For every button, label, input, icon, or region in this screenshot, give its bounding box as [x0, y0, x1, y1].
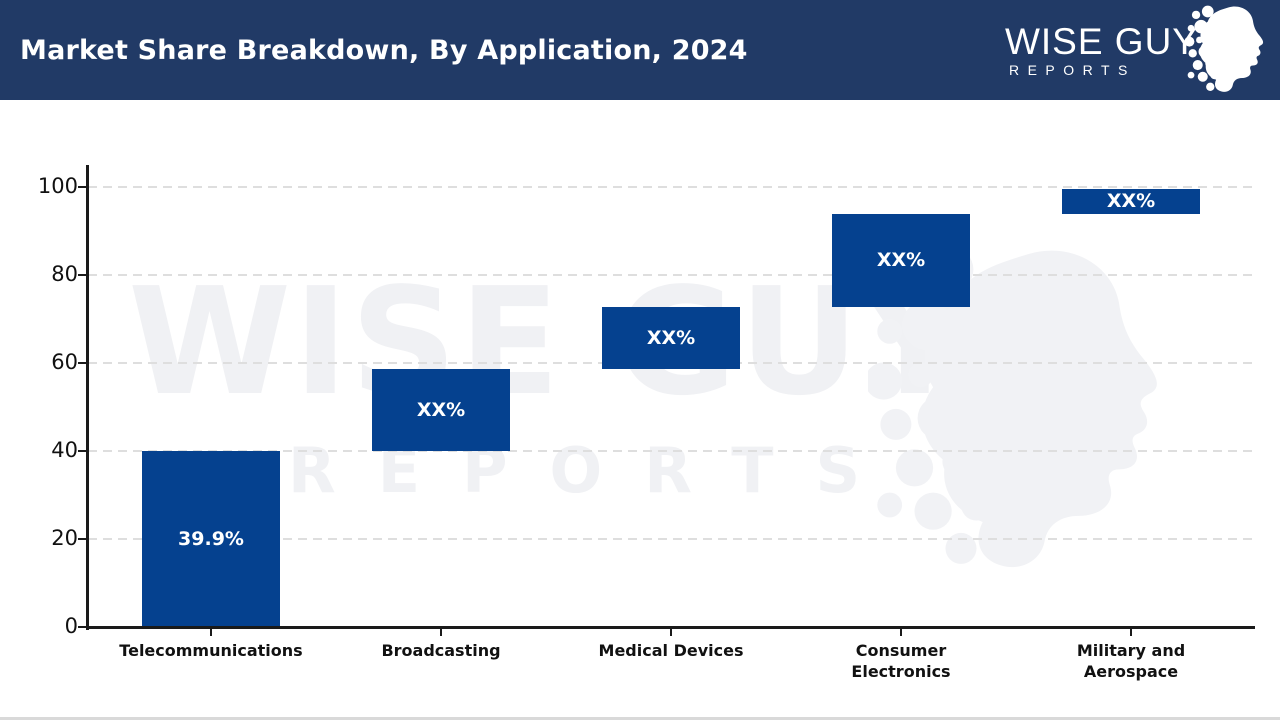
y-axis	[86, 165, 89, 630]
x-category-label: Telecommunications	[119, 641, 303, 660]
bar-broadcasting: XX%	[372, 369, 510, 451]
y-tick-mark	[78, 362, 88, 364]
y-tick-label: 80	[51, 262, 78, 286]
y-tick-label: 60	[51, 350, 78, 374]
gridline	[88, 186, 1255, 188]
x-category-label: Consumer Electronics	[851, 641, 951, 681]
brand-logo: WISE GUY REPORTS	[1005, 4, 1270, 96]
header-bar: Market Share Breakdown, By Application, …	[0, 0, 1280, 100]
x-category-label: Medical Devices	[598, 641, 744, 660]
bar-value-label: XX%	[416, 399, 466, 422]
y-tick-mark	[78, 274, 88, 276]
bar-value-label: 39.9%	[178, 528, 244, 551]
bar-value-label: XX%	[646, 326, 696, 349]
x-tick-mark	[670, 628, 672, 636]
brand-name: WISE GUY	[1004, 21, 1198, 62]
y-tick-mark	[78, 626, 88, 628]
x-category-label: Broadcasting	[381, 641, 501, 660]
y-tick-label: 40	[51, 438, 78, 462]
bar-consumer-electronics: XX%	[832, 214, 970, 307]
page-title: Market Share Breakdown, By Application, …	[20, 34, 748, 66]
gridline	[88, 450, 1255, 452]
bar-telecommunications: 39.9%	[142, 451, 280, 627]
x-tick-mark	[210, 628, 212, 636]
x-tick-mark	[440, 628, 442, 636]
y-tick-mark	[78, 538, 88, 540]
watermark-text: WISE GUY	[128, 256, 971, 428]
x-category-label: Military and Aerospace	[1076, 641, 1186, 681]
gridline	[88, 538, 1255, 540]
y-tick-label: 100	[37, 174, 78, 198]
x-tick-mark	[1130, 628, 1132, 636]
bar-value-label: XX%	[876, 249, 926, 272]
y-tick-mark	[78, 186, 88, 188]
y-tick-mark	[78, 450, 88, 452]
y-tick-label: 20	[51, 526, 78, 550]
y-tick-label: 0	[64, 614, 78, 638]
bar-military-and-aerospace: XX%	[1062, 188, 1200, 214]
bar-value-label: XX%	[1106, 190, 1156, 213]
brand-subname: REPORTS	[1008, 62, 1136, 78]
bar-medical-devices: XX%	[602, 307, 740, 369]
brand-logo-text: WISE GUY REPORTS	[1005, 23, 1198, 77]
x-tick-mark	[900, 628, 902, 636]
x-axis	[86, 626, 1255, 629]
gridline	[88, 274, 1255, 276]
